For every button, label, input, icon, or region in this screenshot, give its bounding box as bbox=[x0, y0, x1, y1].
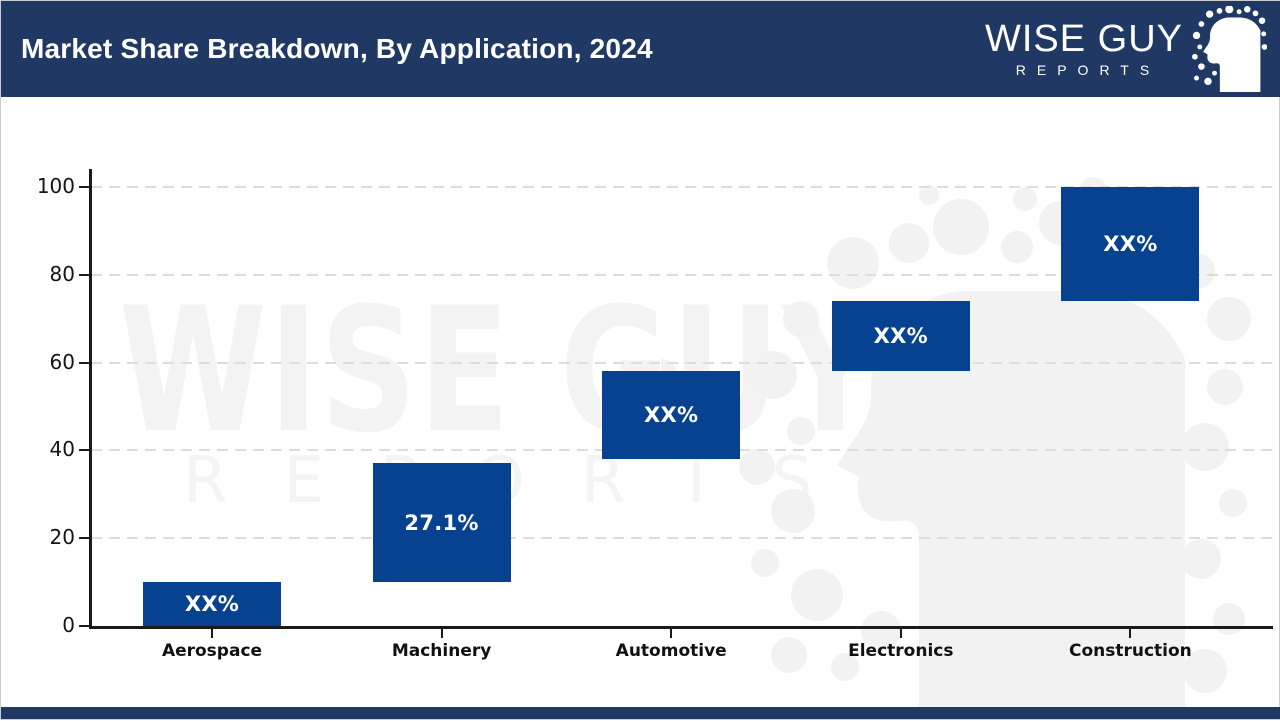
y-tick-label: 20 bbox=[49, 525, 75, 550]
y-tick-label: 0 bbox=[62, 613, 75, 637]
gridline bbox=[91, 537, 1273, 540]
wiseguy-head-icon bbox=[1192, 6, 1267, 92]
bar-construction: XX% bbox=[1061, 187, 1200, 302]
category-label-automotive: Automotive bbox=[615, 641, 727, 661]
bar-value-label: XX% bbox=[184, 592, 240, 617]
bar-value-label: XX% bbox=[644, 403, 699, 428]
bar-value-label: 27.1% bbox=[404, 510, 479, 535]
y-tick-label: 100 bbox=[36, 174, 75, 198]
bar-machinery: 27.1% bbox=[372, 463, 511, 583]
header: Market Share Breakdown, By Application, … bbox=[1, 1, 1280, 97]
x-axis-line bbox=[89, 626, 1273, 629]
footer-bar bbox=[1, 707, 1280, 719]
x-tick-mark bbox=[440, 629, 443, 638]
category-label-aerospace: Aerospace bbox=[161, 641, 263, 661]
bar-electronics: XX% bbox=[831, 301, 970, 372]
gridline bbox=[91, 361, 1273, 364]
wiseguy-logo: WISE GUY REPORTS bbox=[985, 6, 1280, 92]
x-tick-mark bbox=[1129, 629, 1132, 638]
gridline bbox=[91, 186, 1273, 188]
bar-value-label: XX% bbox=[873, 324, 928, 349]
wiseguy-logo-text: WISE GUY REPORTS bbox=[985, 20, 1183, 78]
y-tick-mark bbox=[79, 361, 90, 364]
y-tick-mark bbox=[79, 449, 90, 452]
y-tick-label: 40 bbox=[49, 437, 75, 462]
page-title: Market Share Breakdown, By Application, … bbox=[21, 33, 653, 64]
x-tick-mark bbox=[211, 629, 213, 638]
bar-automotive: XX% bbox=[602, 371, 741, 460]
y-tick-label: 60 bbox=[49, 349, 75, 374]
y-tick-mark bbox=[79, 625, 90, 627]
category-label-machinery: Machinery bbox=[391, 641, 492, 661]
gridline bbox=[91, 273, 1273, 276]
bar-aerospace: XX% bbox=[143, 582, 281, 626]
category-label-construction: Construction bbox=[1068, 641, 1192, 661]
x-tick-mark bbox=[670, 629, 673, 638]
y-tick-label: 80 bbox=[49, 261, 75, 286]
logo-line1: WISE GUY bbox=[984, 18, 1183, 60]
y-tick-mark bbox=[79, 273, 90, 276]
y-tick-mark bbox=[79, 537, 90, 540]
category-label-electronics: Electronics bbox=[848, 641, 954, 661]
y-axis-line bbox=[89, 169, 92, 629]
x-tick-mark bbox=[899, 629, 902, 638]
y-tick-mark bbox=[79, 186, 90, 188]
logo-line2: REPORTS bbox=[1015, 62, 1161, 78]
bar-value-label: XX% bbox=[1103, 232, 1158, 257]
